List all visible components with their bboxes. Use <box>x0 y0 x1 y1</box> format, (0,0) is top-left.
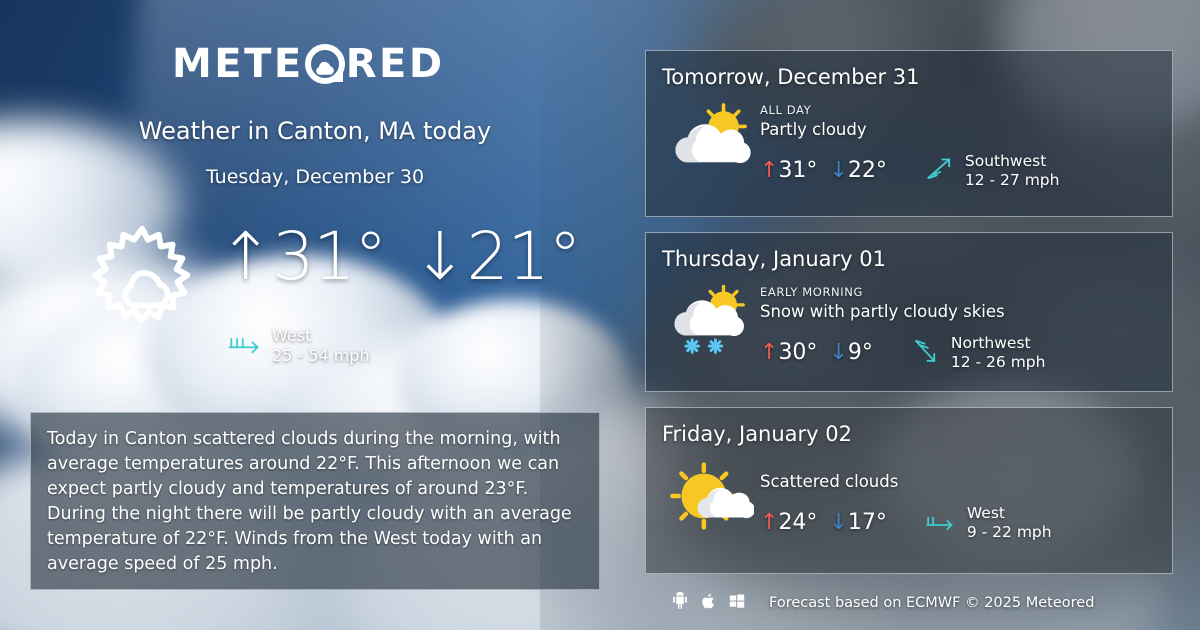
cloud-drop-icon <box>304 44 345 84</box>
forecast-wind-direction: Southwest <box>964 152 1047 170</box>
forecast-wind: Southwest 12 - 27 mph <box>925 152 1060 190</box>
forecast-wind-speed: 12 - 27 mph <box>964 171 1060 190</box>
footer: Forecast based on ECMWF © 2025 Meteored <box>672 591 1095 614</box>
forecast-min-arrow-icon: ↓ <box>829 510 848 536</box>
forecast-wind-direction: West <box>966 504 1005 522</box>
forecast-min-temp: 9° <box>847 340 873 366</box>
partly-cloudy-icon <box>668 103 754 175</box>
today-date: Tuesday, December 30 <box>205 166 425 188</box>
forecast-wind: Northwest 12 - 26 mph <box>911 334 1046 372</box>
forecast-condition: Scattered clouds <box>760 472 899 491</box>
forecast-max-temp: 30° <box>778 340 818 366</box>
today-summary: ↑ 31° ↓ 21° <box>86 218 582 334</box>
snow-partly-cloudy-icon <box>668 284 754 357</box>
os-icon-group <box>672 591 745 614</box>
meteored-logo[interactable]: METE RED <box>172 44 445 84</box>
logo-text-right: RED <box>345 41 445 87</box>
forecast-card-friday[interactable]: Friday, January 02 <box>645 407 1173 574</box>
forecast-condition: Partly cloudy <box>760 120 867 139</box>
today-wind-text: West 25 - 54 mph <box>272 326 370 366</box>
forecast-max-temp: 31° <box>778 158 818 184</box>
today-wind-direction: West <box>272 326 312 345</box>
forecast-wind-speed: 9 - 22 mph <box>966 523 1052 542</box>
wind-arrow-west-icon <box>228 334 264 358</box>
forecast-min-arrow-icon: ↓ <box>829 340 848 366</box>
footer-credit: Forecast based on ECMWF © 2025 Meteored <box>769 595 1095 611</box>
today-panel: METE RED Weather in Canton, MA today Tue… <box>30 44 600 590</box>
forecast-condition: Snow with partly cloudy skies <box>760 302 1005 321</box>
windows-icon[interactable] <box>729 593 745 613</box>
forecast-min-temp: 22° <box>847 158 887 184</box>
today-min-temp: 21° <box>466 218 582 295</box>
forecast-max-arrow-icon: ↑ <box>760 510 779 536</box>
forecast-card-thursday[interactable]: Thursday, January 01 <box>645 232 1173 392</box>
today-max-arrow-icon: ↑ <box>218 218 273 295</box>
apple-icon[interactable] <box>701 592 716 614</box>
wind-arrow-southwest-icon <box>925 157 955 186</box>
sun-behind-cloud-outline-icon <box>86 222 204 334</box>
today-min-arrow-icon: ↓ <box>412 218 467 295</box>
scattered-clouds-icon <box>668 460 755 532</box>
forecast-day-label: Thursday, January 01 <box>662 247 887 271</box>
forecast-period-label: EARLY MORNING <box>760 285 863 299</box>
forecast-temperatures: ↑ 24° ↓ 17° <box>760 512 887 534</box>
page-title: Weather in Canton, MA today <box>138 117 492 145</box>
forecast-wind: West 9 - 22 mph <box>925 504 1052 542</box>
forecast-max-temp: 24° <box>778 510 818 536</box>
forecast-min-arrow-icon: ↓ <box>829 158 848 184</box>
forecast-panel: Tomorrow, December 31 <box>645 0 1185 630</box>
forecast-card-tomorrow[interactable]: Tomorrow, December 31 <box>645 50 1173 217</box>
forecast-wind-direction: Northwest <box>950 334 1031 352</box>
forecast-day-label: Friday, January 02 <box>662 422 853 446</box>
today-description: Today in Canton scattered clouds during … <box>30 412 600 590</box>
forecast-max-arrow-icon: ↑ <box>760 158 779 184</box>
today-temperatures: ↑ 31° ↓ 21° <box>218 218 582 295</box>
forecast-temperatures: ↑ 31° ↓ 22° <box>760 160 887 182</box>
forecast-min-temp: 17° <box>847 510 887 536</box>
wind-arrow-northwest-icon <box>911 337 941 369</box>
forecast-period-label: ALL DAY <box>760 103 812 117</box>
android-icon[interactable] <box>672 591 688 614</box>
forecast-day-label: Tomorrow, December 31 <box>662 65 920 89</box>
forecast-temperatures: ↑ 30° ↓ 9° <box>760 342 873 364</box>
logo-text-left: METE <box>172 41 304 87</box>
wind-arrow-west-icon <box>925 511 957 535</box>
today-wind: West 25 - 54 mph <box>228 326 370 366</box>
today-wind-speed: 25 - 54 mph <box>272 346 370 365</box>
forecast-wind-speed: 12 - 26 mph <box>950 353 1046 372</box>
forecast-max-arrow-icon: ↑ <box>760 340 779 366</box>
today-max-temp: 31° <box>272 218 387 295</box>
